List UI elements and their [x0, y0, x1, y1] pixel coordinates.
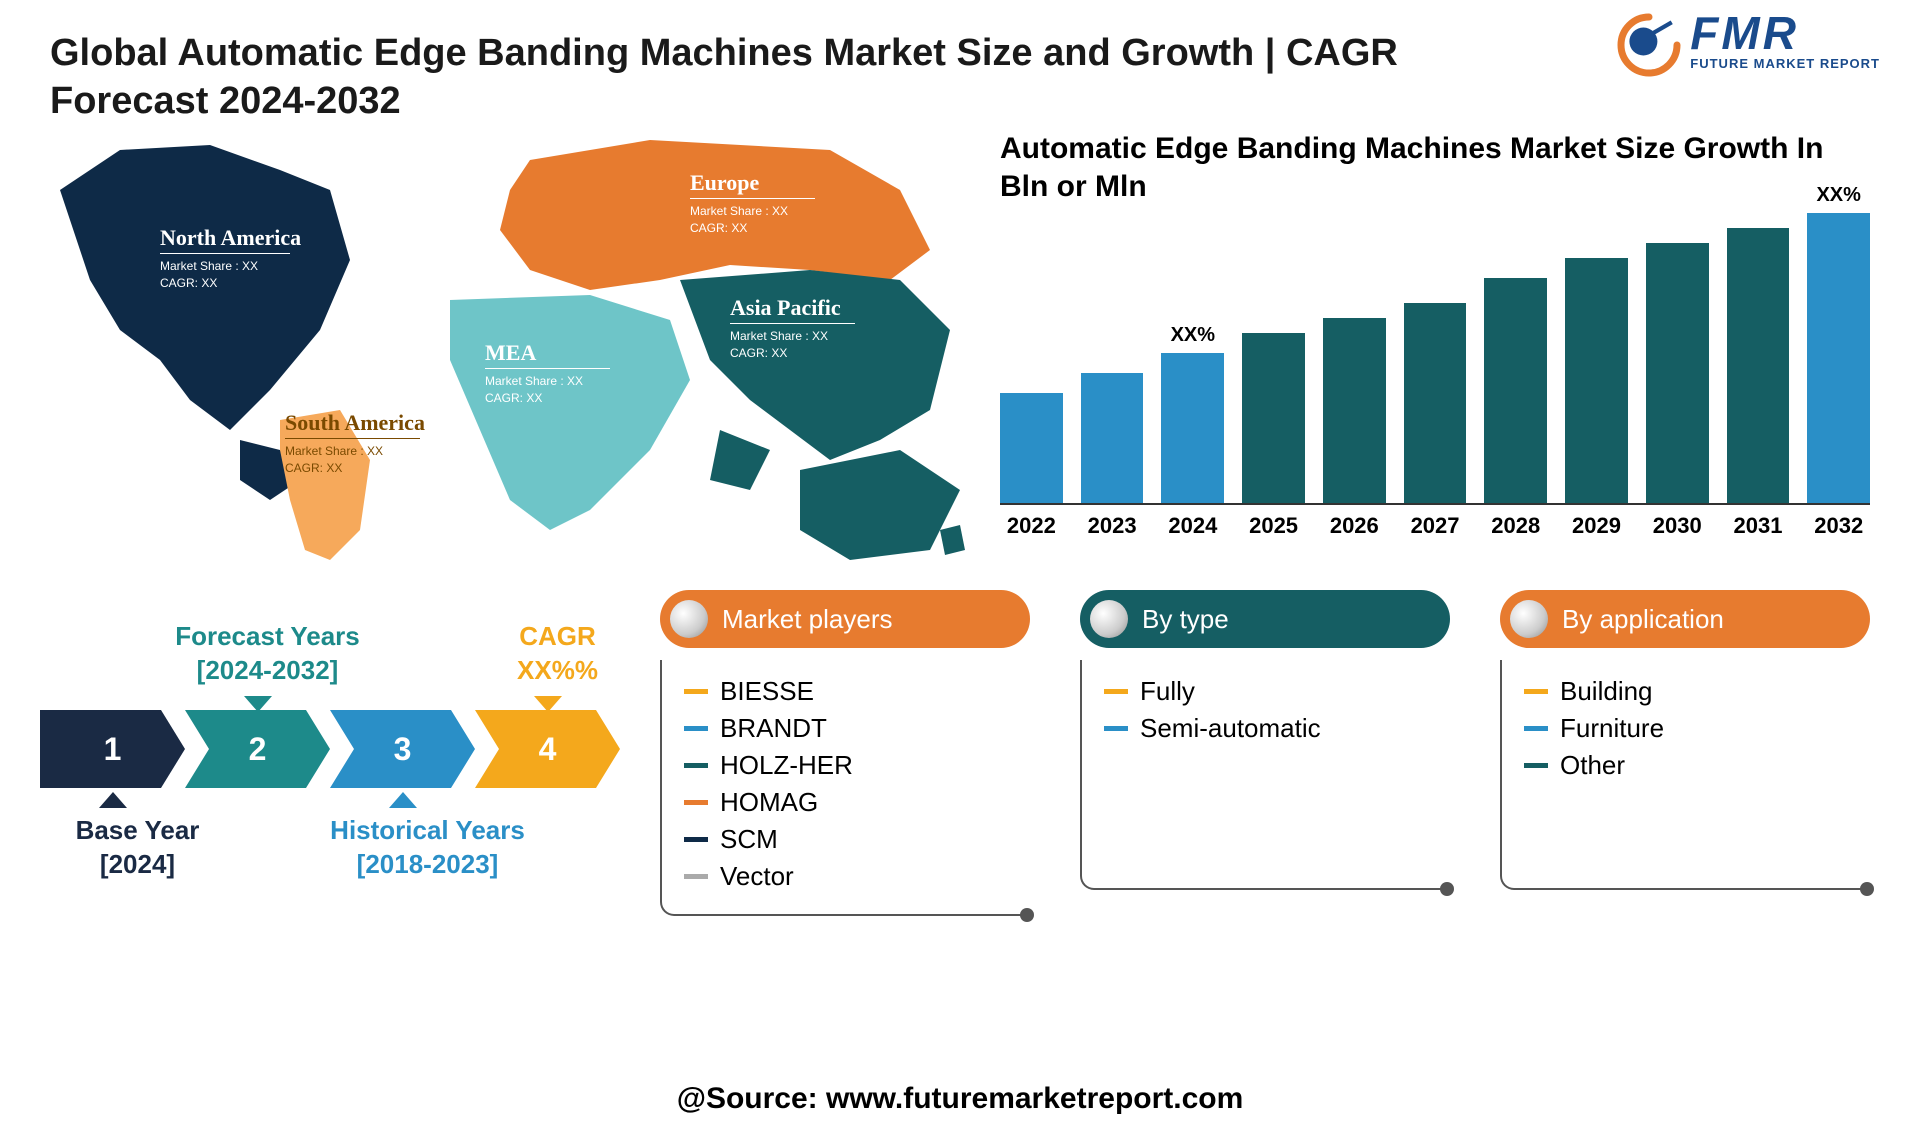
bullet-tick-icon: [684, 726, 708, 731]
category-title: By type: [1142, 604, 1229, 635]
chart-bar: [1727, 228, 1790, 503]
page-title: Global Automatic Edge Banding Machines M…: [50, 30, 1450, 125]
category-pill: By type: [1080, 590, 1450, 648]
category-item-label: Fully: [1140, 676, 1195, 707]
category-item-label: Semi-automatic: [1140, 713, 1321, 744]
category-title: By application: [1562, 604, 1724, 635]
chart-x-label: 2027: [1404, 513, 1467, 539]
logo-text-fmr: FMR: [1690, 10, 1880, 56]
chart-bar: [1484, 278, 1547, 503]
chart-x-label: 2031: [1727, 513, 1790, 539]
chart-bar: [1242, 333, 1305, 503]
chart-bar: [1323, 318, 1386, 503]
timeline-bottom-label: Base Year [2024]: [20, 814, 255, 882]
chart-bar: XX%: [1161, 353, 1224, 503]
bullet-tick-icon: [684, 874, 708, 879]
chart-bar: [1404, 303, 1467, 503]
category-item: HOLZ-HER: [684, 750, 1020, 781]
chart-bar: [1646, 243, 1709, 503]
category-item: Fully: [1104, 676, 1440, 707]
category-item: Semi-automatic: [1104, 713, 1440, 744]
category-body: Fully Semi-automatic: [1080, 660, 1450, 890]
category-body: Building Furniture Other: [1500, 660, 1870, 890]
bullet-tick-icon: [684, 763, 708, 768]
timeline-step: 3: [330, 710, 475, 788]
category-item-label: Furniture: [1560, 713, 1664, 744]
pill-dot-icon: [1090, 600, 1128, 638]
region-eu-label: Europe Market Share : XX CAGR: XX: [690, 170, 815, 237]
region-na-label: North America Market Share : XX CAGR: XX: [160, 225, 301, 292]
category-column: By application Building Furniture Other: [1500, 590, 1870, 916]
world-map: North America Market Share : XX CAGR: XX…: [30, 130, 970, 560]
chart-x-label: 2029: [1565, 513, 1628, 539]
logo-text-sub: FUTURE MARKET REPORT: [1690, 56, 1880, 71]
bullet-tick-icon: [684, 800, 708, 805]
bullet-tick-icon: [1104, 726, 1128, 731]
category-item-label: Other: [1560, 750, 1625, 781]
category-item: BRANDT: [684, 713, 1020, 744]
timeline-infographic: Forecast Years [2024-2032]CAGR XX%% 1 2 …: [40, 620, 620, 908]
category-column: Market players BIESSE BRANDT HOLZ-HER HOMAG S…: [660, 590, 1030, 916]
chart-bar: [1000, 393, 1063, 503]
category-item-label: SCM: [720, 824, 778, 855]
chart-bar: [1081, 373, 1144, 503]
bullet-tick-icon: [684, 689, 708, 694]
category-title: Market players: [722, 604, 893, 635]
category-body: BIESSE BRANDT HOLZ-HER HOMAG SCM Vector: [660, 660, 1030, 916]
region-mea-label: MEA Market Share : XX CAGR: XX: [485, 340, 610, 407]
fmr-logo-icon: [1614, 10, 1684, 80]
timeline-step: 2: [185, 710, 330, 788]
category-item: BIESSE: [684, 676, 1020, 707]
category-item: HOMAG: [684, 787, 1020, 818]
chart-x-label: 2023: [1081, 513, 1144, 539]
chart-x-label: 2025: [1242, 513, 1305, 539]
chart-x-label: 2024: [1161, 513, 1224, 539]
category-item: Building: [1524, 676, 1860, 707]
category-item-label: Building: [1560, 676, 1653, 707]
fmr-logo: FMR FUTURE MARKET REPORT: [1614, 10, 1880, 80]
growth-bar-chart: Automatic Edge Banding Machines Market S…: [1000, 130, 1870, 560]
timeline-top-label: Forecast Years [2024-2032]: [165, 620, 370, 688]
category-item: SCM: [684, 824, 1020, 855]
category-item: Furniture: [1524, 713, 1860, 744]
bullet-tick-icon: [1524, 763, 1548, 768]
category-item-label: Vector: [720, 861, 794, 892]
category-item-label: HOMAG: [720, 787, 818, 818]
pill-dot-icon: [1510, 600, 1548, 638]
chart-bar: XX%: [1807, 213, 1870, 503]
category-columns: Market players BIESSE BRANDT HOLZ-HER HOMAG S…: [660, 590, 1870, 916]
chart-x-label: 2022: [1000, 513, 1063, 539]
chart-bar: [1565, 258, 1628, 503]
region-mea-shape: [450, 295, 690, 530]
bullet-tick-icon: [1524, 726, 1548, 731]
region-nz-shape: [940, 525, 965, 555]
category-item: Other: [1524, 750, 1860, 781]
category-item-label: BIESSE: [720, 676, 814, 707]
chart-x-label: 2028: [1484, 513, 1547, 539]
source-attribution: @Source: www.futuremarketreport.com: [0, 1082, 1920, 1116]
chart-x-label: 2030: [1646, 513, 1709, 539]
category-column: By type Fully Semi-automatic: [1080, 590, 1450, 916]
timeline-step: 1: [40, 710, 185, 788]
category-item-label: HOLZ-HER: [720, 750, 853, 781]
bullet-tick-icon: [684, 837, 708, 842]
category-item-label: BRANDT: [720, 713, 827, 744]
category-item: Vector: [684, 861, 1020, 892]
timeline-top-label: CAGR XX%%: [455, 620, 660, 688]
chart-x-label: 2032: [1807, 513, 1870, 539]
region-sa-label: South America Market Share : XX CAGR: XX: [285, 410, 425, 477]
region-ap-label: Asia Pacific Market Share : XX CAGR: XX: [730, 295, 855, 362]
timeline-step: 4: [475, 710, 620, 788]
timeline-bottom-label: Historical Years [2018-2023]: [310, 814, 545, 882]
bullet-tick-icon: [1104, 689, 1128, 694]
chart-title: Automatic Edge Banding Machines Market S…: [1000, 130, 1870, 205]
chart-x-label: 2026: [1323, 513, 1386, 539]
bullet-tick-icon: [1524, 689, 1548, 694]
category-pill: By application: [1500, 590, 1870, 648]
category-pill: Market players: [660, 590, 1030, 648]
pill-dot-icon: [670, 600, 708, 638]
